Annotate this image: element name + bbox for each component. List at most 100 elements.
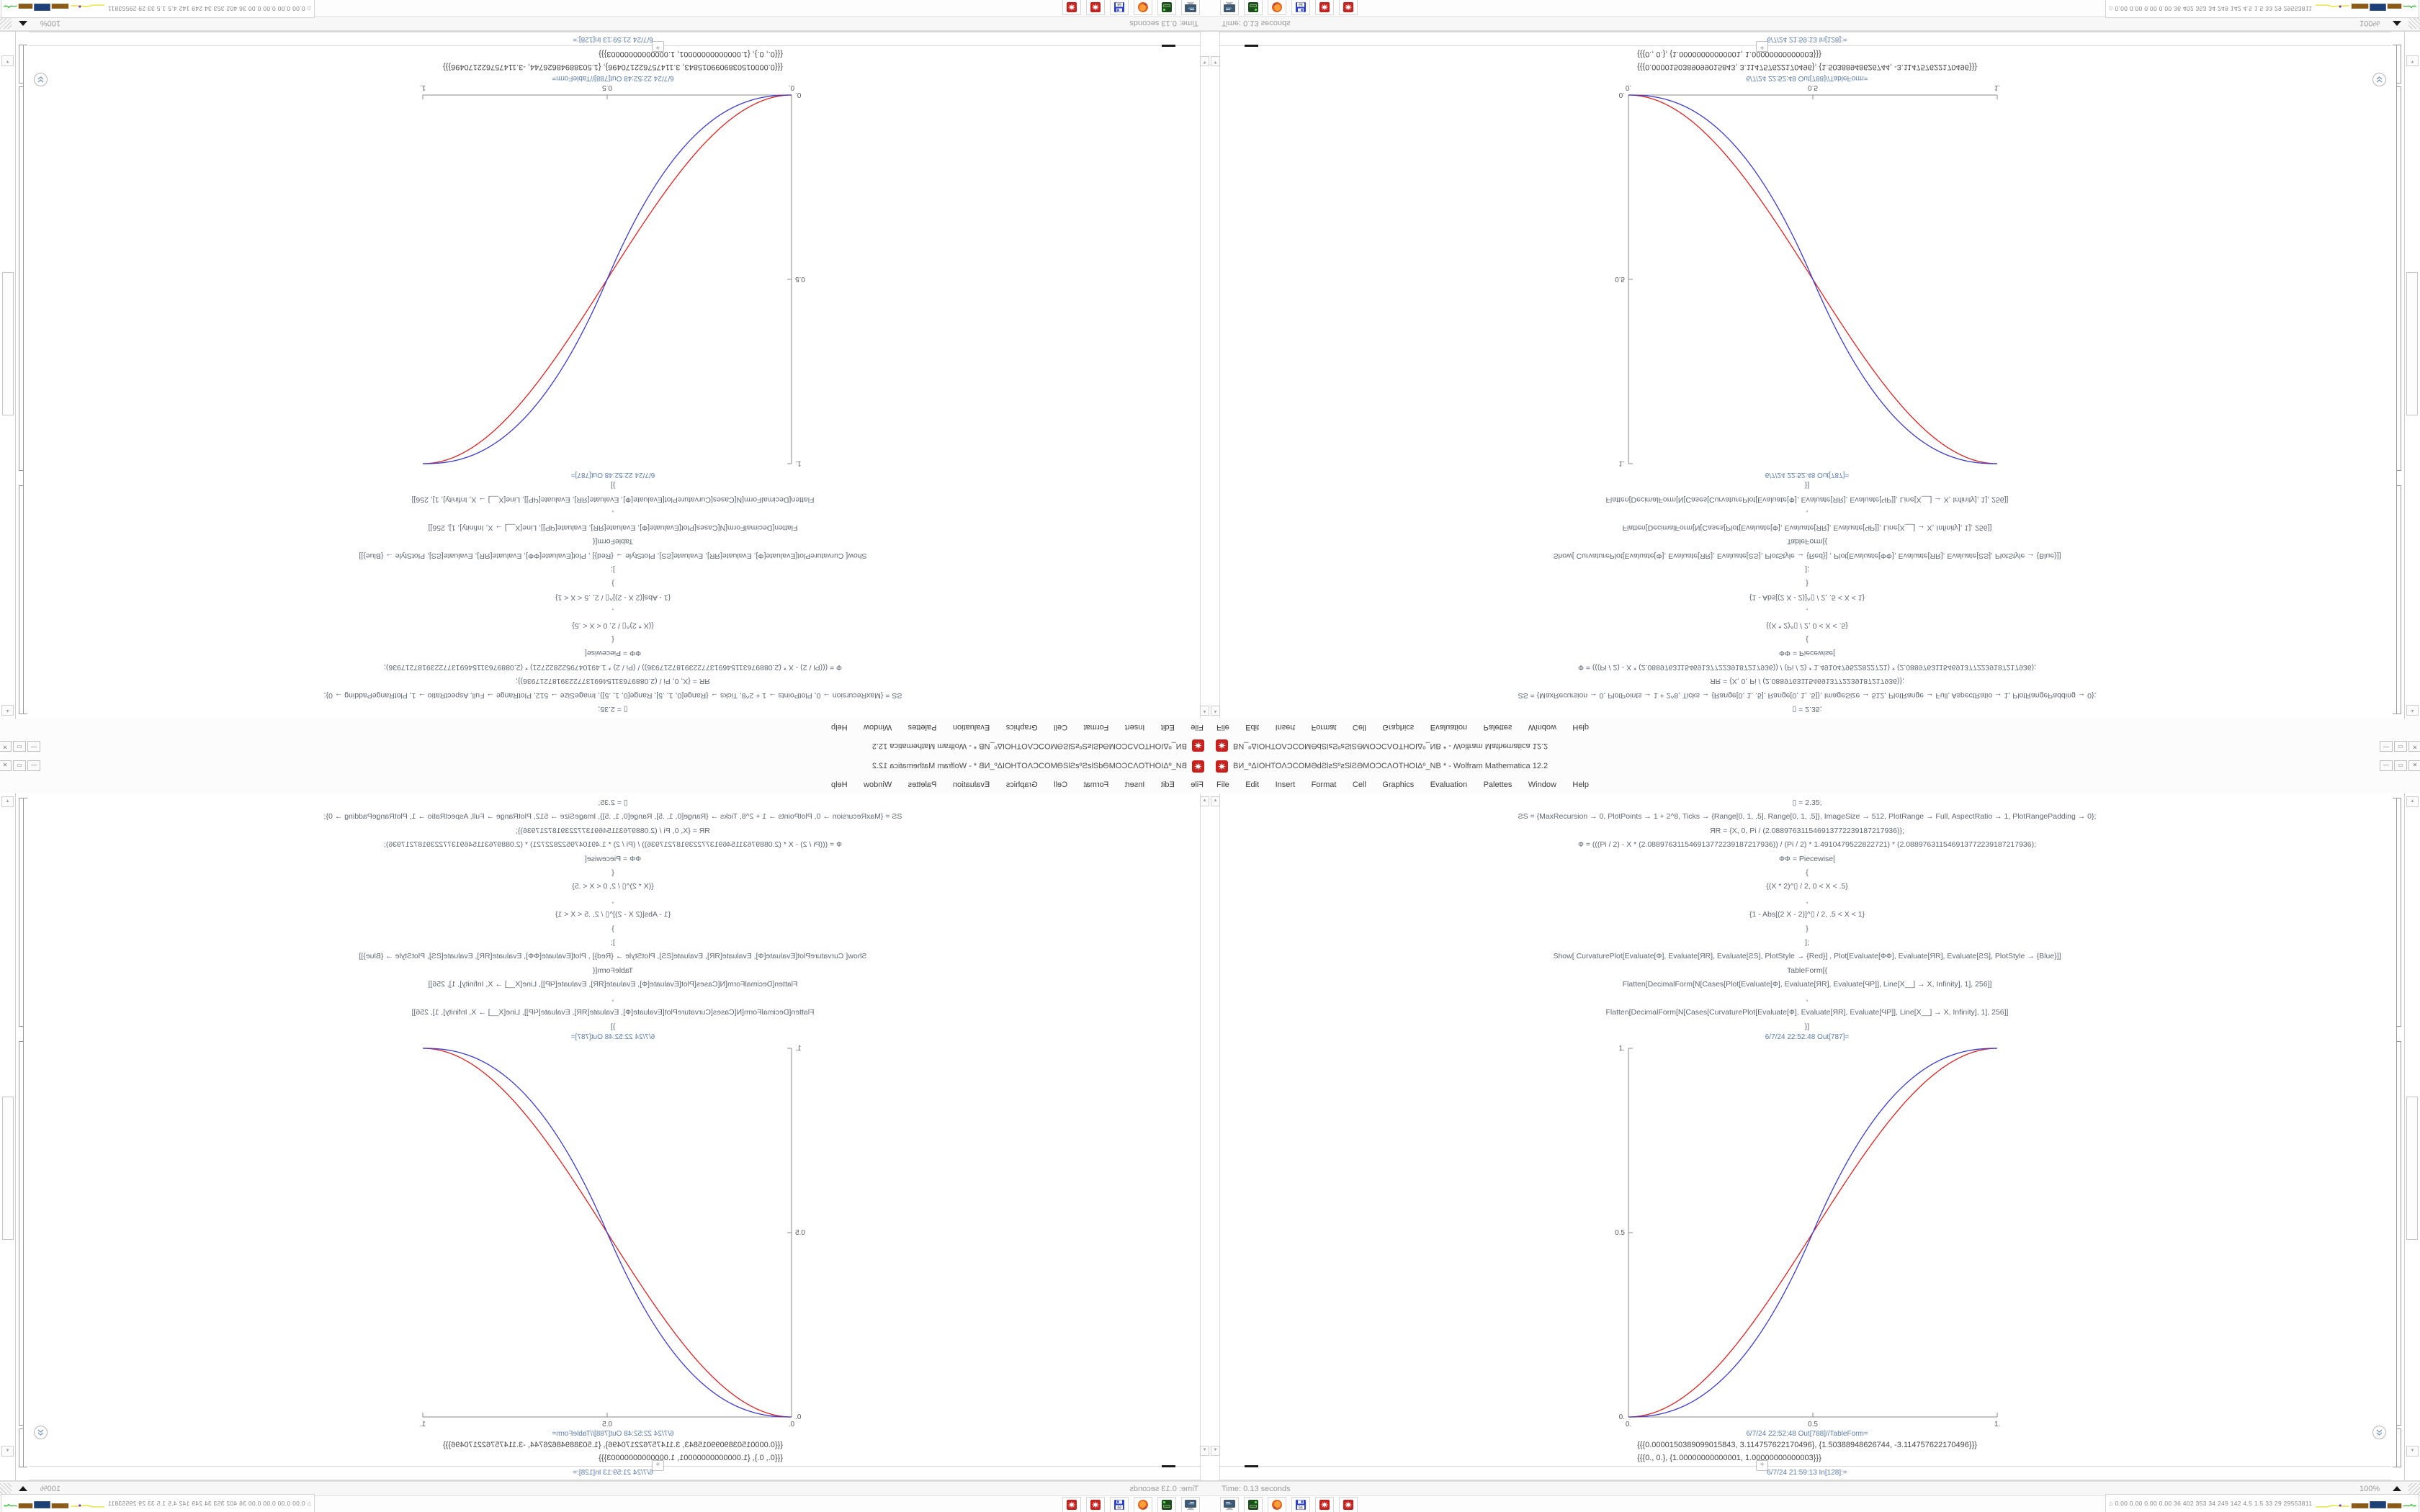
taskbar-firefox-icon[interactable] [1268,0,1286,15]
menu-edit[interactable]: Edit [1160,780,1175,789]
menu-edit[interactable]: Edit [1160,723,1175,732]
taskbar-mathematica-icon[interactable] [1315,0,1334,15]
zoom-level[interactable]: 100% [40,19,60,27]
menu-window[interactable]: Window [864,723,892,732]
menu-edit[interactable]: Edit [1245,780,1260,789]
taskbar-green-package-icon[interactable] [1244,0,1263,15]
title-bar[interactable]: ВИ_ºΔIOHTOΛƆCOMƏdƧlƨSºƨSlƧƏMOƆCΛOTHOIΔº_… [0,734,1210,756]
scrollbar-track[interactable] [15,793,16,1480]
close-button[interactable]: ✕ [2408,760,2420,771]
input-code-cell[interactable]: ▯ = 2.35; ƧS = {MaxRecursion → 0, PlotPo… [1220,796,2394,1034]
menu-file[interactable]: File [1191,780,1204,789]
taskbar-floppy-64-icon[interactable]: 64 [1291,0,1310,15]
table-output-cell-bracket[interactable] [2397,45,2401,84]
menu-window[interactable]: Window [864,780,892,789]
left-scroll-up-icon[interactable]: ▲ [1200,706,1209,716]
system-monitor-tray[interactable]: ⌂ 0.00 0.00 0.00 0.00 36 402 353 34 249 … [2105,1494,2419,1512]
plot-output-cell-bracket[interactable] [19,86,23,471]
scroll-to-end-button[interactable] [2372,1426,2386,1439]
taskbar-computer-icon[interactable] [1220,1497,1239,1512]
title-bar[interactable]: ВИ_ºΔIOHTOΛƆCOMƏdƧlƨSºƨSlƧƏMOƆCΛOTHOIΔº_… [0,756,1210,778]
menu-graphics[interactable]: Graphics [1382,723,1415,732]
scrollbar-thumb[interactable] [2406,1097,2418,1240]
scrollbar-down-icon[interactable]: ▼ [2406,55,2419,66]
minimize-button[interactable]: — [2380,760,2393,771]
system-monitor-tray[interactable]: ⌂ 0.00 0.00 0.00 0.00 36 402 353 34 249 … [1,1494,315,1512]
zoom-level[interactable]: 100% [2360,19,2380,27]
system-monitor-tray[interactable]: ⌂ 0.00 0.00 0.00 0.00 36 402 353 34 249 … [1,0,315,18]
input-cell-bracket[interactable] [2397,485,2401,714]
taskbar-floppy-64-icon[interactable]: 64 [1110,1497,1129,1512]
resize-grip[interactable] [2408,1483,2420,1495]
plot-output-cell-bracket[interactable] [19,1041,23,1426]
taskbar-green-package-icon[interactable] [1157,0,1176,15]
scrollbar-track[interactable] [2404,793,2405,1480]
menu-insert[interactable]: Insert [1124,723,1145,732]
menu-help[interactable]: Help [831,723,848,732]
taskbar-firefox-icon[interactable] [1134,0,1152,15]
notebook-content[interactable]: ▲ ▼ ▯ = 2.35; ƧS = {MaxRecursion → 0, Pl… [1210,31,2420,719]
maximize-button[interactable]: ▭ [13,760,26,771]
menu-format[interactable]: Format [1311,780,1337,789]
menu-cell[interactable]: Cell [1054,723,1068,732]
taskbar-computer-icon[interactable] [1220,0,1239,15]
zoom-level[interactable]: 100% [40,1485,60,1493]
menu-palettes[interactable]: Palettes [1483,780,1512,789]
taskbar-firefox-icon[interactable] [1268,1497,1286,1512]
menu-format[interactable]: Format [1311,723,1337,732]
menu-palettes[interactable]: Palettes [908,780,937,789]
input-code-cell[interactable]: ▯ = 2.35; ƧS = {MaxRecursion → 0, PlotPo… [26,796,1200,1034]
cell-insertion-bar[interactable] [1219,1465,2391,1467]
minimize-button[interactable]: — [2380,741,2393,752]
scrollbar-thumb[interactable] [2,1097,14,1240]
scrollbar-up-icon[interactable]: ▲ [2406,796,2419,807]
input-cell-bracket[interactable] [2397,798,2401,1027]
menu-window[interactable]: Window [1528,780,1556,789]
menu-graphics[interactable]: Graphics [1382,780,1415,789]
table-output-cell-bracket[interactable] [2397,1428,2401,1467]
taskbar-mathematica-icon-2[interactable] [1339,0,1358,15]
left-scroll-down-icon[interactable]: ▼ [1211,1446,1220,1456]
scrollbar-track[interactable] [2404,32,2405,719]
minimize-button[interactable]: — [27,741,40,752]
scrollbar-down-icon[interactable]: ▼ [1,55,14,66]
plot-output-cell-bracket[interactable] [2397,1041,2401,1426]
menu-insert[interactable]: Insert [1275,723,1296,732]
scrollbar-track[interactable] [15,32,16,719]
menu-evaluation[interactable]: Evaluation [1430,723,1468,732]
menu-evaluation[interactable]: Evaluation [1430,780,1468,789]
zoom-level[interactable]: 100% [2360,1485,2380,1493]
taskbar-computer-icon[interactable] [1181,1497,1200,1512]
table-output-cell-bracket[interactable] [19,1428,23,1467]
resize-grip[interactable] [0,17,12,29]
input-code-cell[interactable]: ▯ = 2.35; ƧS = {MaxRecursion → 0, PlotPo… [1220,478,2394,716]
left-scroll-up-icon[interactable]: ▲ [1200,796,1209,806]
cell-group-bracket[interactable] [2393,798,2397,1467]
scrollbar-down-icon[interactable]: ▼ [2406,1446,2419,1457]
maximize-button[interactable]: ▭ [13,741,26,752]
menu-insert[interactable]: Insert [1275,780,1296,789]
menu-file[interactable]: File [1191,723,1204,732]
scrollbar-down-icon[interactable]: ▼ [1,1446,14,1457]
scrollbar-thumb[interactable] [2406,272,2418,415]
taskbar-mathematica-icon-2[interactable] [1062,0,1081,15]
menu-palettes[interactable]: Palettes [1483,723,1512,732]
notebook-content[interactable]: ▲ ▼ ▯ = 2.35; ƧS = {MaxRecursion → 0, Pl… [0,793,1210,1481]
cell-insertion-bar[interactable] [29,1465,1201,1467]
scrollbar-up-icon[interactable]: ▲ [1,705,14,716]
zoom-dropdown-icon[interactable] [19,1486,27,1491]
taskbar-floppy-64-icon[interactable]: 64 [1291,1497,1310,1512]
taskbar-green-package-icon[interactable] [1244,1497,1263,1512]
input-cell-bracket[interactable] [19,798,23,1027]
input-code-cell[interactable]: ▯ = 2.35; ƧS = {MaxRecursion → 0, PlotPo… [26,478,1200,716]
title-bar[interactable]: ВИ_ºΔIOHTOΛƆCOMƏdƧlƨSºƨSlƧƏMOƆCΛOTHOIΔº_… [1210,734,2420,756]
menu-file[interactable]: File [1216,780,1229,789]
plot-output-cell-bracket[interactable] [2397,86,2401,471]
menu-file[interactable]: File [1216,723,1229,732]
cell-insertion-bar[interactable] [29,45,1201,47]
maximize-button[interactable]: ▭ [2394,760,2407,771]
close-button[interactable]: ✕ [0,741,12,752]
maximize-button[interactable]: ▭ [2394,741,2407,752]
resize-grip[interactable] [0,1483,12,1495]
table-output-cell-bracket[interactable] [19,45,23,84]
